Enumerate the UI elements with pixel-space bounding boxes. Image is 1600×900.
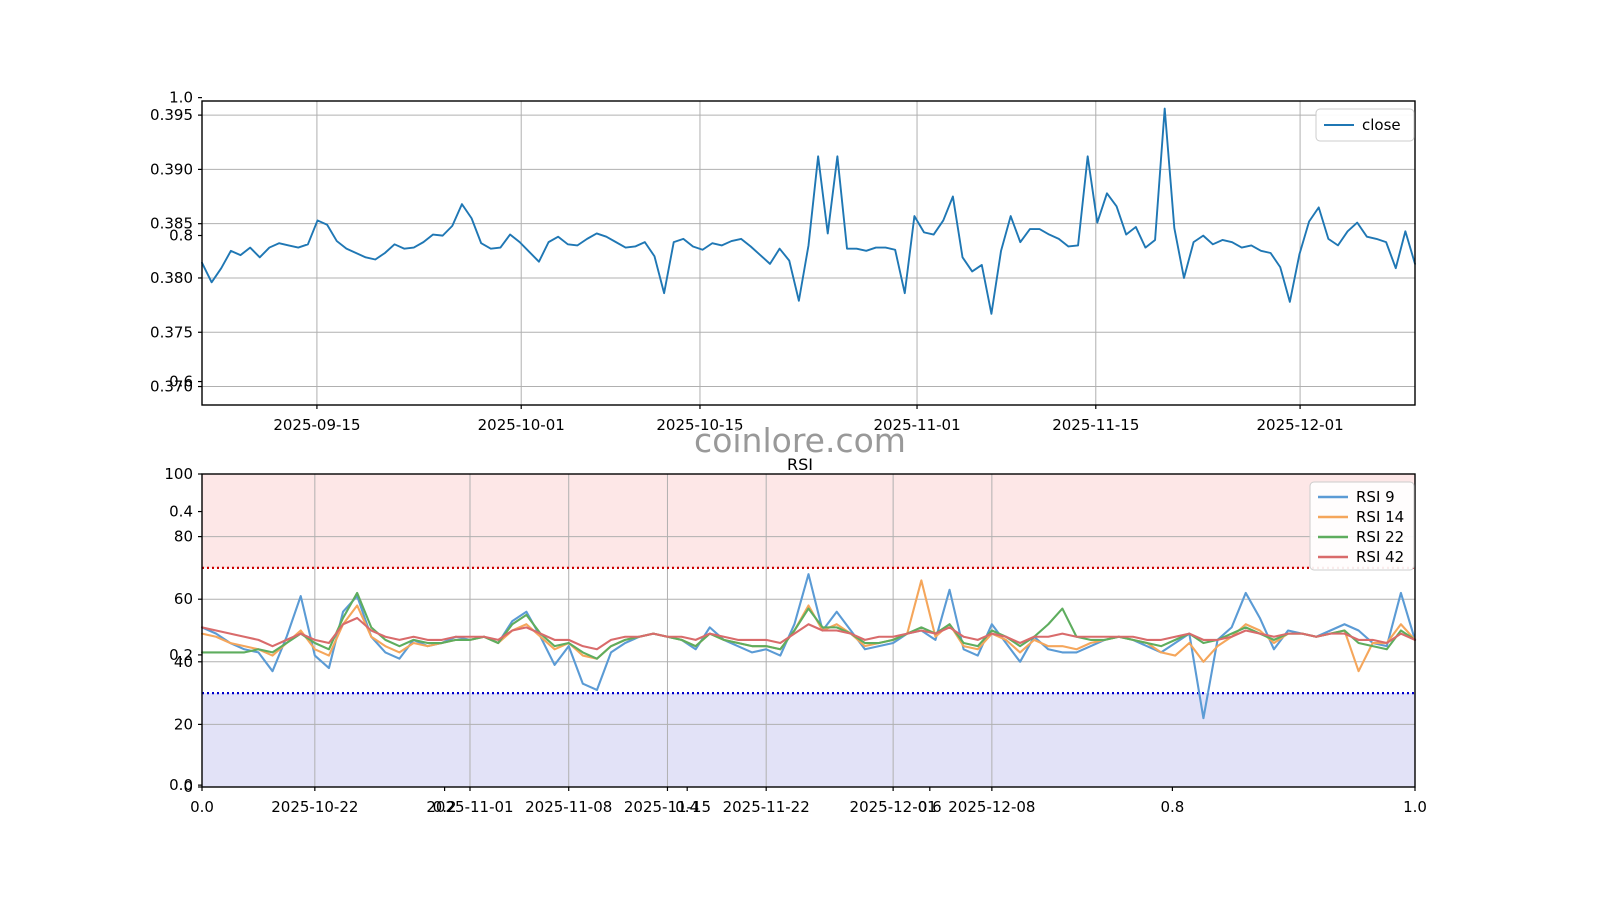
rsi-x-tick: 2025-11-22	[723, 798, 810, 816]
legend-label-rsi-42: RSI 42	[1356, 548, 1404, 566]
price-axes-frame	[198, 97, 1416, 409]
price-x-tick: 2025-11-15	[1052, 416, 1139, 434]
rsi-x-tick-normalized: 0.2	[433, 798, 457, 816]
rsi-legend[interactable]: RSI 9 RSI 14 RSI 22 RSI 42	[1309, 481, 1415, 571]
rsi-y-tick: 40	[174, 653, 193, 671]
rsi-x-axis-secondary-labels: 0.0 0.2 0.4 0.6 0.8 1.0	[190, 798, 1427, 816]
rsi-series-group	[200, 573, 1417, 720]
legend-label-rsi-22: RSI 22	[1356, 528, 1404, 546]
price-y-tick: 0.390	[150, 160, 193, 178]
rsi-threshold-lines	[202, 566, 1415, 695]
price-y-tick-normalized: 1.0	[169, 89, 193, 107]
price-x-tick: 2025-10-01	[478, 416, 565, 434]
rsi-x-axis-labels: 2025-10-22 2025-11-01 2025-11-08 2025-11-15…	[271, 798, 1035, 816]
rsi-y-tick-normalized: 0.4	[169, 503, 193, 521]
price-y-axis-secondary-labels: 0.6 0.8 1.0	[169, 89, 193, 391]
rsi-line-rsi-14	[200, 579, 1417, 673]
price-y-tick-normalized: 0.6	[169, 373, 193, 391]
price-y-axis-labels: 0.370 0.375 0.380 0.385 0.390 0.395	[150, 106, 193, 395]
price-panel: 0.370 0.375 0.380 0.385 0.390 0.395 0.6 0.8 1.0…	[150, 89, 1416, 434]
price-x-tick: 2025-09-15	[273, 416, 360, 434]
rsi-x-tick-normalized: 0.8	[1160, 798, 1184, 816]
price-y-tick: 0.375	[150, 323, 193, 341]
rsi-panel-title: RSI	[787, 455, 813, 474]
rsi-line-rsi-42	[200, 616, 1417, 651]
price-y-tick: 0.370	[150, 378, 193, 396]
rsi-y-tick-normalized: 0.2	[169, 646, 193, 664]
price-x-axis-labels: 2025-09-15 2025-10-01 2025-10-15 2025-11-01…	[273, 416, 1343, 434]
rsi-line-rsi-9	[200, 573, 1417, 720]
rsi-axes-frame	[198, 473, 1416, 791]
price-gridlines	[202, 101, 1415, 405]
legend-label-close: close	[1362, 116, 1401, 134]
legend-label-rsi-9: RSI 9	[1356, 488, 1395, 506]
rsi-threshold-bands	[202, 474, 1415, 787]
close-price-line	[201, 107, 1416, 315]
rsi-y-tick: 0	[183, 778, 193, 796]
rsi-x-tick: 2025-12-01	[850, 798, 937, 816]
rsi-legend-box[interactable]	[1309, 481, 1415, 571]
price-x-tick: 2025-11-01	[873, 416, 960, 434]
price-legend[interactable]: close	[1315, 108, 1415, 142]
rsi-x-tick: 2025-10-22	[271, 798, 358, 816]
price-legend-box[interactable]	[1315, 108, 1415, 142]
price-y-tick-normalized: 0.8	[169, 227, 193, 245]
rsi-y-tick-normalized: 0.0	[169, 776, 193, 794]
legend-label-rsi-14: RSI 14	[1356, 508, 1404, 526]
rsi-x-tick: 2025-11-08	[525, 798, 612, 816]
rsi-x-tick-normalized: 0.4	[675, 798, 699, 816]
price-y-tick: 0.395	[150, 106, 193, 124]
price-y-tick: 0.380	[150, 269, 193, 287]
rsi-y-axis-secondary-labels: 0.0 0.2 0.4	[169, 503, 193, 795]
rsi-x-tick: 2025-11-15	[624, 798, 711, 816]
price-x-tick: 2025-12-01	[1256, 416, 1343, 434]
overbought-band	[202, 474, 1415, 568]
rsi-x-tick-normalized: 0.6	[918, 798, 942, 816]
coinlore-watermark: coinlore.com	[694, 421, 906, 460]
rsi-y-tick: 60	[174, 590, 193, 608]
price-x-tick: 2025-10-15	[656, 416, 743, 434]
rsi-x-tick: 2025-11-01	[426, 798, 513, 816]
price-y-tick: 0.385	[150, 215, 193, 233]
oversold-band	[202, 693, 1415, 787]
rsi-y-tick: 80	[174, 528, 193, 546]
rsi-y-tick: 100	[164, 465, 193, 483]
rsi-y-tick: 20	[174, 715, 193, 733]
rsi-x-tick-normalized: 1.0	[1403, 798, 1427, 816]
rsi-x-tick-normalized: 0.0	[190, 798, 214, 816]
rsi-x-tick: 2025-12-08	[948, 798, 1035, 816]
rsi-y-axis-labels: 0 20 40 60 80 100	[164, 465, 193, 796]
price-series-group	[201, 107, 1416, 315]
